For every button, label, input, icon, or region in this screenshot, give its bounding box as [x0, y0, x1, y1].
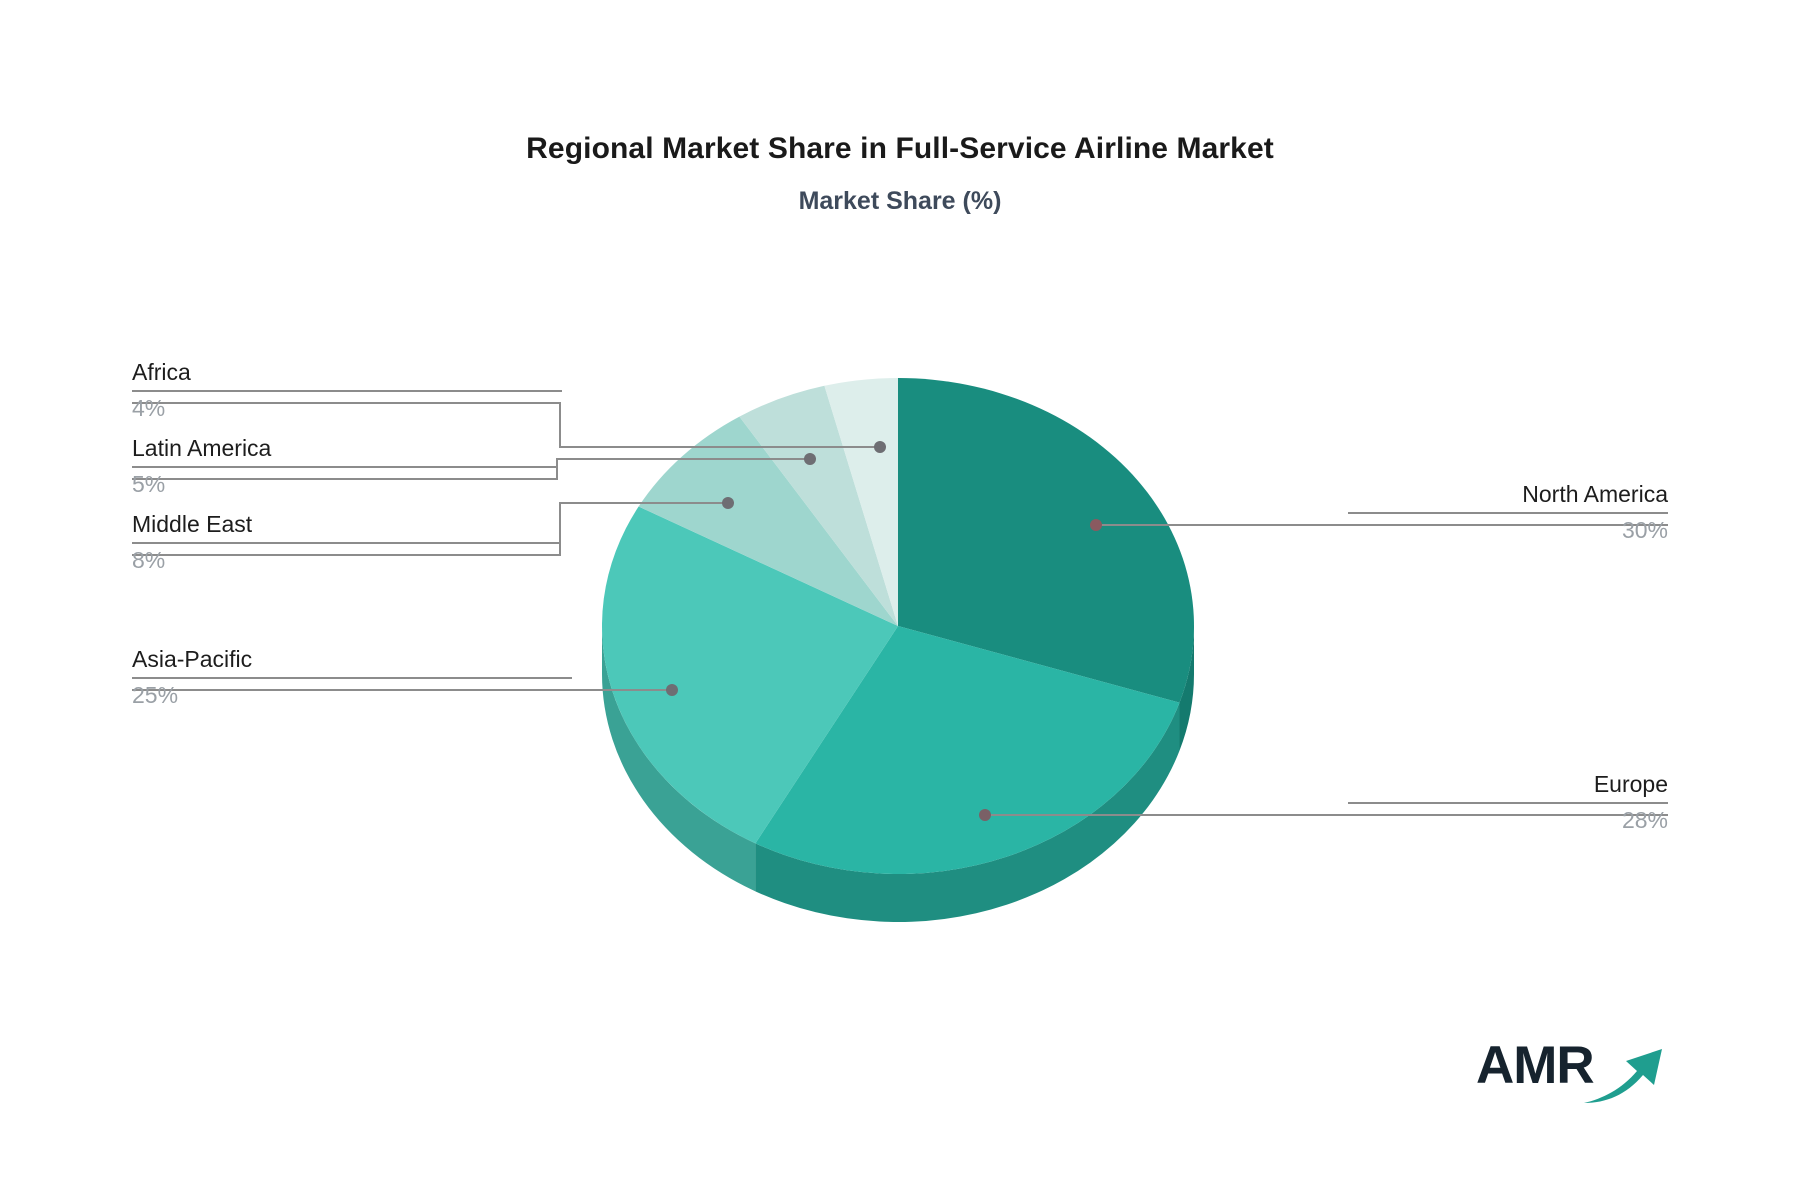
pie-side-asia-pacific [602, 626, 756, 892]
callout-africa[interactable]: Africa 4% [132, 357, 562, 423]
callout-asia-pacific-rule [132, 677, 572, 679]
growth-arrow-icon [1584, 1049, 1662, 1103]
pie-slice-europe[interactable] [755, 626, 1180, 874]
callout-africa-value: 4% [132, 395, 166, 421]
callout-middle-east-rule [132, 542, 560, 544]
callout-asia-pacific-value: 25% [132, 682, 179, 708]
amr-logo-text: AMR [1476, 1036, 1595, 1095]
callout-middle-east-value: 8% [132, 547, 166, 573]
callout-north-america-name: North America [1522, 481, 1668, 507]
callout-latin-america[interactable]: Latin America 5% [132, 433, 557, 499]
callout-europe-value: 28% [1621, 807, 1668, 833]
pie-top-faces [602, 378, 1194, 874]
callout-africa-name: Africa [132, 359, 191, 385]
callout-europe-rule [1348, 802, 1668, 804]
callout-europe[interactable]: Europe 28% [1348, 769, 1668, 835]
pie-chart [578, 378, 1218, 956]
pie-3d-side-walls [602, 626, 1194, 922]
chart-title: Regional Market Share in Full-Service Ai… [526, 132, 1274, 165]
amr-logo[interactable]: AMR [1476, 1035, 1666, 1107]
callout-middle-east[interactable]: Middle East 8% [132, 509, 560, 575]
pie-side-north-america [1179, 626, 1194, 751]
callout-north-america[interactable]: North America 30% [1348, 479, 1668, 545]
callout-asia-pacific-name: Asia-Pacific [132, 646, 253, 672]
pie-slice-north-america[interactable] [898, 378, 1194, 703]
callout-latin-america-value: 5% [132, 471, 166, 497]
chart-subtitle: Market Share (%) [798, 187, 1002, 215]
callout-africa-rule [132, 390, 562, 392]
callout-north-america-rule [1348, 512, 1668, 514]
callout-north-america-value: 30% [1621, 517, 1668, 543]
pie-side-europe [755, 702, 1180, 922]
callout-asia-pacific[interactable]: Asia-Pacific 25% [132, 644, 572, 710]
callout-middle-east-name: Middle East [132, 511, 253, 537]
callout-europe-name: Europe [1593, 771, 1668, 797]
callout-latin-america-rule [132, 466, 557, 468]
pie-slice-asia-pacific[interactable] [602, 506, 898, 844]
callout-latin-america-name: Latin America [132, 435, 272, 461]
